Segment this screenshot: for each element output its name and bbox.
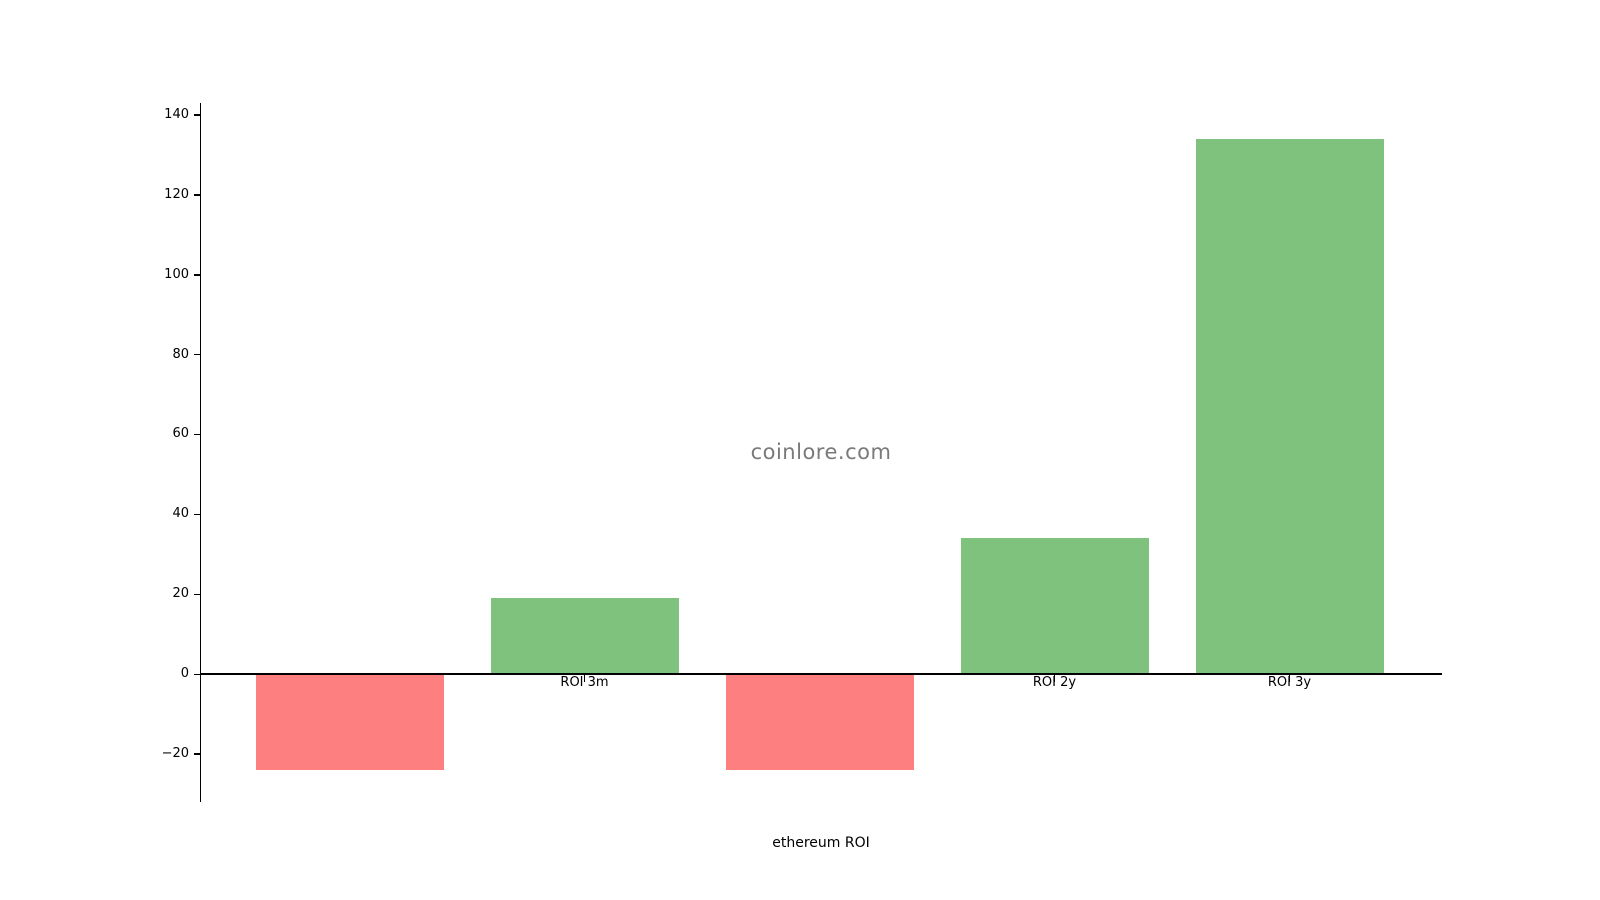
y-tick-mark (194, 274, 200, 276)
y-tick-label: 100 (164, 266, 189, 282)
bar-roi-2y (960, 538, 1149, 674)
y-tick-label: 40 (172, 506, 189, 522)
x-tick-label-roi-2y: ROI 2y (1032, 675, 1077, 690)
x-tick-mark (1289, 674, 1291, 682)
bar-roi-3y (1195, 138, 1384, 674)
y-tick-label: 20 (172, 586, 189, 602)
x-tick-label-roi-3m: ROI 3m (560, 675, 609, 690)
y-tick-mark (194, 753, 200, 755)
bar-unlabeled-2 (725, 674, 914, 770)
x-axis-zero-line (201, 673, 1442, 675)
y-tick-label: 140 (164, 106, 189, 122)
y-tick-label: 0 (180, 666, 189, 681)
y-tick-label: 80 (172, 346, 189, 362)
y-tick-mark (194, 593, 200, 595)
y-tick-mark (194, 513, 200, 516)
x-tick-label-roi-3y: ROI 3y (1267, 675, 1312, 690)
y-tick-mark (194, 114, 200, 116)
y-axis-spine (200, 103, 202, 802)
x-axis-title: ethereum ROI (772, 835, 870, 851)
y-tick-mark (194, 194, 200, 196)
y-tick-label: −20 (161, 745, 189, 761)
y-tick-label: 60 (172, 426, 189, 442)
y-tick-mark (194, 673, 200, 675)
y-tick-mark (194, 354, 200, 356)
watermark-text: coinlore.com (750, 440, 892, 464)
y-tick-label: 120 (164, 186, 189, 202)
bar-roi-3m (490, 598, 679, 674)
x-tick-mark (584, 674, 586, 682)
bar-unlabeled-0 (255, 674, 444, 770)
x-tick-mark (1054, 674, 1056, 682)
y-tick-mark (194, 433, 200, 436)
